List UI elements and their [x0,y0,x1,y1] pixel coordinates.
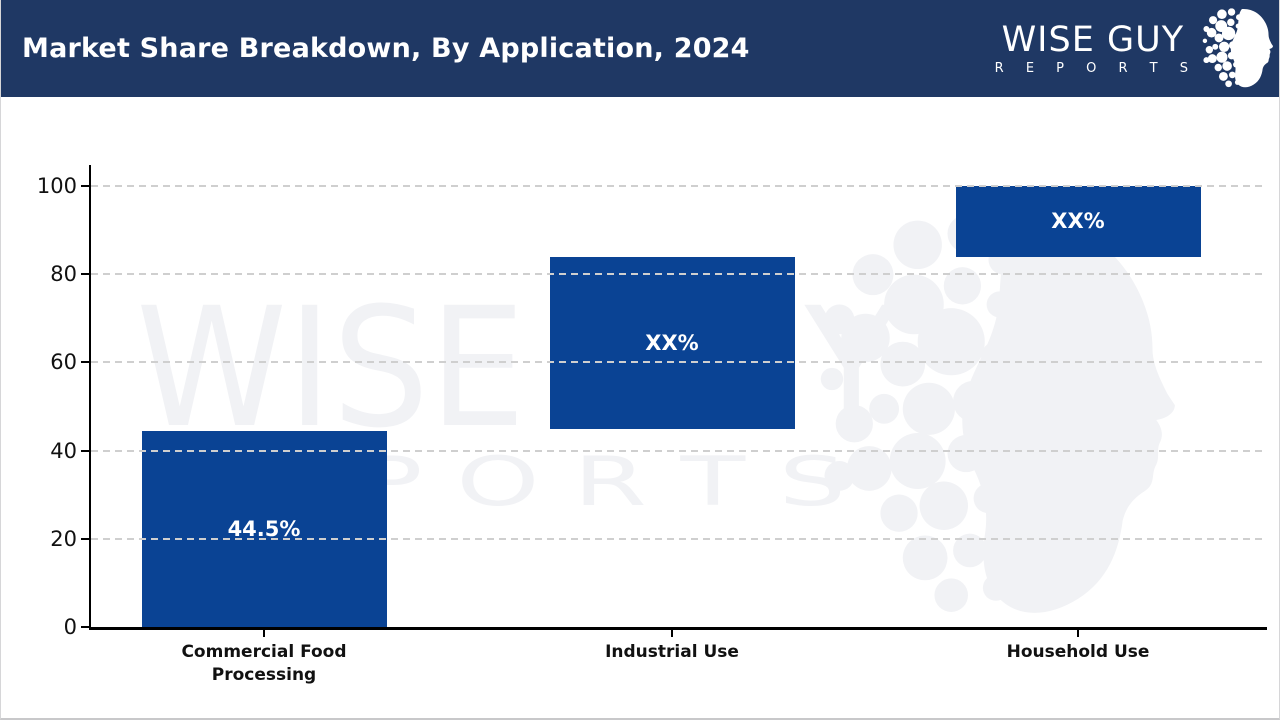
page-title: Market Share Breakdown, By Application, … [22,33,750,64]
x-category-label-1: Commercial Food Processing [181,642,347,685]
bar-value-label: 44.5% [227,516,301,541]
bar-1: 44.5% [141,430,387,627]
header-bar: Market Share Breakdown, By Application, … [1,0,1279,97]
y-tick-label-80: 80 [50,262,77,287]
axis-layer [1,97,1279,718]
y-tick-label-60: 60 [50,350,77,375]
brand-logo: WISE GUY R E P O R T S [989,6,1273,92]
y-axis-spine [89,165,91,630]
logo-wordmark-line2: R E P O R T S [994,61,1197,77]
y-tick-label-20: 20 [50,526,77,551]
y-tick-mark-40 [81,449,89,452]
y-tick-mark-60 [81,361,89,364]
gridline-80 [91,273,1265,276]
chart-area: WISE GUY R E P O R T S 44.5% XX% XX% 0 20 40… [1,97,1279,718]
y-tick-label-40: 40 [50,438,77,463]
axis-labels-layer: 0 20 40 60 80 100 Commercial Food Processing In… [1,97,1279,718]
x-tick-mark-2 [671,630,673,637]
y-tick-label-0: 0 [63,615,77,639]
gridline-60 [91,361,1265,364]
bar-2: XX% [549,256,795,429]
gridlines-layer [1,97,1279,718]
bar-value-label: XX% [645,330,699,355]
x-category-label-3: Household Use [1006,642,1150,662]
x-axis-spine [89,627,1267,630]
gridline-20 [91,537,1265,540]
logo-head-icon [1199,8,1273,90]
logo-wordmark: WISE GUY R E P O R T S [989,19,1197,77]
logo-wordmark-line1: WISE GUY [1001,19,1185,60]
y-tick-mark-0 [81,626,89,628]
x-category-label-2: Industrial Use [605,642,739,662]
y-tick-label-100: 100 [36,174,77,198]
gridline-100 [91,185,1265,187]
x-tick-mark-3 [1077,630,1079,637]
x-tick-mark-1 [263,630,265,637]
y-tick-mark-20 [81,537,89,540]
y-tick-mark-100 [81,185,89,187]
gridline-40 [91,449,1265,452]
y-tick-mark-80 [81,273,89,276]
